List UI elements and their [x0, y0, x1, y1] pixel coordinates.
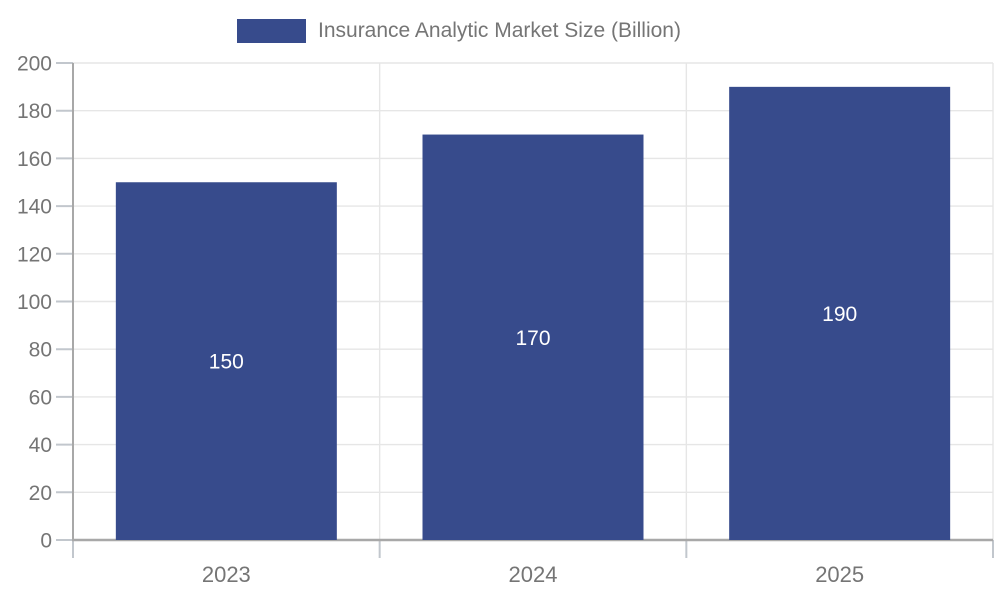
legend: Insurance Analytic Market Size (Billion): [237, 19, 681, 43]
legend-swatch-icon: [237, 19, 306, 43]
y-tick-label-80: 80: [29, 339, 52, 362]
bar-value-label: 150: [209, 351, 244, 374]
legend-item[interactable]: Insurance Analytic Market Size (Billion): [237, 19, 681, 43]
legend-label: Insurance Analytic Market Size (Billion): [318, 19, 681, 42]
bar-2023[interactable]: [115, 182, 337, 540]
y-tick-label-200: 200: [17, 53, 52, 76]
bar-value-label: 170: [515, 327, 550, 350]
x-tick-label-2025: 2025: [815, 562, 864, 587]
y-tick-label-120: 120: [17, 243, 52, 266]
y-tick-label-100: 100: [17, 291, 52, 314]
y-tick-label-60: 60: [29, 386, 52, 409]
bar-value-label: 190: [822, 303, 857, 326]
x-tick-label-2024: 2024: [509, 562, 558, 587]
y-tick-label-160: 160: [17, 148, 52, 171]
y-tick-label-20: 20: [29, 482, 52, 505]
y-tick-label-180: 180: [17, 100, 52, 123]
bar-2025[interactable]: [729, 86, 951, 540]
bar-2024[interactable]: [422, 134, 644, 541]
y-tick-label-140: 140: [17, 196, 52, 219]
y-tick-label-0: 0: [40, 530, 52, 553]
y-tick-label-40: 40: [29, 434, 52, 457]
x-tick-label-2023: 2023: [202, 562, 251, 587]
